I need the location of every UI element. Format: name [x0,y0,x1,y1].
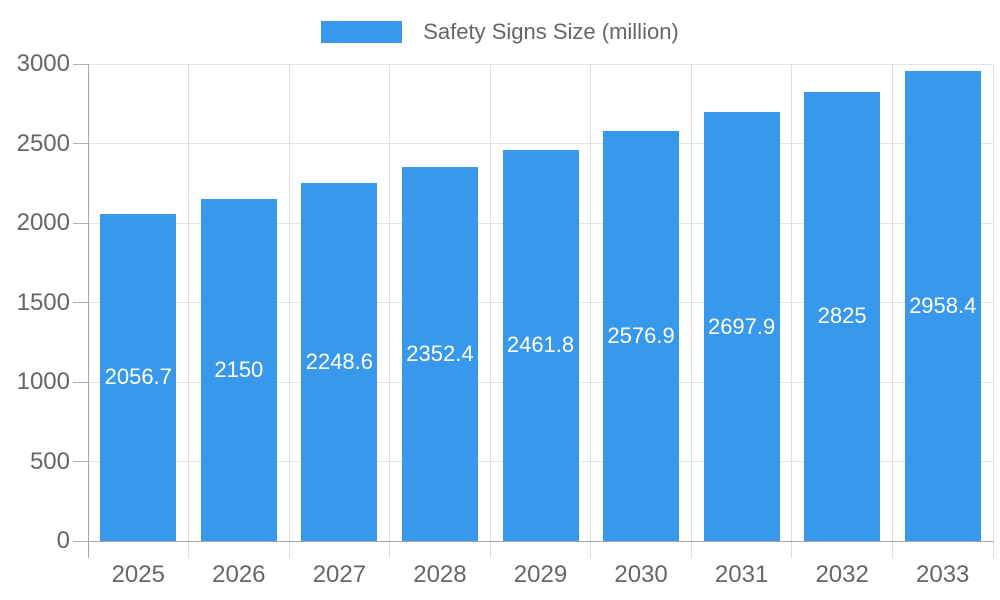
y-axis-label-2000: 2000 [16,209,70,236]
y-axis-tick-0 [73,540,88,542]
legend[interactable]: Safety Signs Size (million) [0,17,1000,47]
bar-2032[interactable]: 2825 [804,91,881,541]
y-axis-tick-1500 [73,302,88,303]
bar-value-label-2027: 2248.6 [305,349,374,375]
legend-label: Safety Signs Size (million) [423,19,679,44]
bar-value-label-2032: 2825 [817,303,867,329]
gridline-y-2500 [88,143,993,144]
gridline-x-1 [188,64,190,558]
gridline-x-2 [288,64,290,558]
bar-2029[interactable]: 2461.8 [502,149,579,541]
bar-value-label-2026: 2150 [214,357,264,383]
bar-value-label-2028: 2352.4 [406,340,474,366]
bar-2030[interactable]: 2576.9 [603,131,680,541]
gridline-x-5 [590,64,592,558]
x-axis-label-2029: 2029 [513,561,568,588]
gridline-x-3 [389,64,391,558]
x-axis-label-2027: 2027 [312,561,367,588]
x-axis-label-2030: 2030 [614,561,668,588]
bar-2033[interactable]: 2958.4 [904,70,981,541]
gridline-x-8 [891,64,893,558]
y-axis-tick-500 [73,461,88,462]
y-axis-label-1000: 1000 [16,368,70,395]
gridline-x-6 [690,64,692,558]
y-axis-label-1500: 1500 [16,288,70,316]
x-axis-label-2026: 2026 [212,561,266,588]
bar-value-label-2025: 2056.7 [104,364,172,390]
x-axis-line [88,540,993,542]
y-axis-label-0: 0 [56,527,70,554]
x-axis-label-2033: 2033 [916,561,970,588]
y-axis-tick-2000 [73,222,88,224]
bar-value-label-2030: 2576.9 [607,323,675,349]
bar-2031[interactable]: 2697.9 [703,112,780,541]
y-axis-line [87,64,89,558]
gridline-x-9 [992,64,994,558]
y-axis-label-2500: 2500 [16,129,70,157]
gridline-x-4 [489,64,491,558]
bar-value-label-2033: 2958.4 [909,292,977,318]
x-axis-label-2025: 2025 [111,561,165,588]
legend-swatch [321,21,403,43]
bar-value-label-2029: 2461.8 [506,332,575,358]
x-axis-label-2028: 2028 [413,561,467,588]
x-axis-label-2031: 2031 [714,561,769,588]
bar-value-label-2031: 2697.9 [707,313,776,339]
bar-2025[interactable]: 2056.7 [100,213,177,541]
y-axis-label-500: 500 [29,447,70,475]
x-axis-label-2032: 2032 [815,561,869,588]
gridline-x-7 [791,64,793,558]
y-axis-tick-2500 [73,143,88,144]
bar-2026[interactable]: 2150 [200,199,277,541]
y-axis-label-3000: 3000 [16,50,70,77]
gridline-y-3000 [88,63,993,65]
bar-2027[interactable]: 2248.6 [301,183,378,541]
bar-2028[interactable]: 2352.4 [401,166,478,541]
y-axis-tick-3000 [73,63,88,65]
y-axis-tick-1000 [73,381,88,383]
